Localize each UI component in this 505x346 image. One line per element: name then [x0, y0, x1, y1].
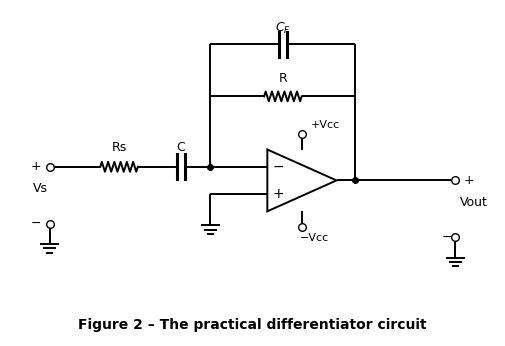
- Text: Figure 2 – The practical differentiator circuit: Figure 2 – The practical differentiator …: [78, 318, 427, 332]
- Text: Rs: Rs: [112, 142, 127, 154]
- Text: +: +: [30, 160, 41, 173]
- Text: Vout: Vout: [460, 196, 488, 209]
- Text: +Vcc: +Vcc: [311, 120, 340, 130]
- Text: Vs: Vs: [32, 182, 47, 195]
- Text: R: R: [279, 72, 287, 85]
- Text: −: −: [30, 217, 41, 230]
- Text: $C_F$: $C_F$: [275, 20, 291, 36]
- Text: +: +: [464, 174, 475, 187]
- Text: −Vcc: −Vcc: [299, 233, 329, 243]
- Text: −: −: [442, 231, 452, 244]
- Text: +: +: [272, 187, 284, 201]
- Text: C: C: [176, 142, 185, 154]
- Text: −: −: [272, 160, 284, 174]
